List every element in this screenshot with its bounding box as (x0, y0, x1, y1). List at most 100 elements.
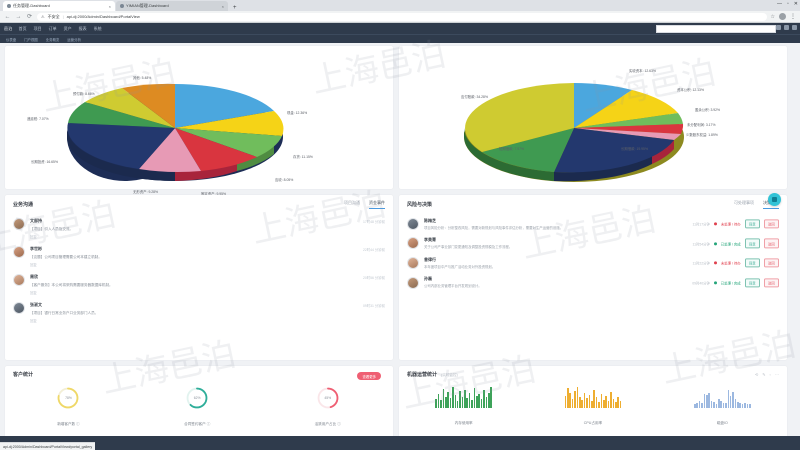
pie-label-5: 长期借款: 19.95% (621, 147, 648, 151)
subnav-item-2[interactable]: 业务概览 (45, 37, 60, 42)
avatar (407, 237, 419, 250)
approve-button[interactable]: 同意 (744, 258, 760, 268)
reload-icon[interactable]: ⟳ (26, 14, 33, 20)
reject-button[interactable]: 驳回 (763, 258, 779, 268)
spark-bar (727, 390, 730, 408)
info-icon[interactable]: ⓘ (76, 422, 80, 426)
nav-link-0[interactable]: 首页 (18, 25, 27, 31)
back-icon[interactable]: ← (4, 13, 11, 20)
spark-bar (605, 395, 607, 408)
approve-button[interactable]: 同意 (744, 219, 760, 229)
gauge-contract-customers[interactable]: 62% 合同签约客户 ⓘ (184, 387, 210, 430)
spark-bar (464, 389, 466, 408)
list-item-time: 20时56 分钟前 (362, 276, 385, 281)
browser-toolbar: ← → ⟳ ⚠ 不安全 | api-dj:2000/Admin/Dashboar… (0, 11, 800, 23)
avatar (13, 274, 25, 287)
browser-tab-1[interactable]: YIMIAN管理-Dashboard × (116, 1, 228, 11)
list-item-reply[interactable]: 回复 (30, 235, 37, 240)
spark-bar (703, 393, 706, 408)
approve-button[interactable]: 同意 (744, 238, 760, 249)
spark-bar (713, 402, 715, 408)
gauge-value: 78% (65, 396, 72, 400)
pie-label-4: 少数股东权益: 1.89% (686, 133, 718, 137)
search-input[interactable] (656, 24, 776, 33)
list-item[interactable]: 周欣 【客户服务】本公司将采购需要服务器数据库机制。 回复 20时56 分钟前 (13, 270, 385, 298)
view-more-badge[interactable]: 查看更多 (357, 372, 381, 380)
tab-project-comm[interactable]: 项目沟通 (344, 200, 360, 205)
table-row[interactable]: 李美菁 关于公司产事业部门变更通知及调整投资规模及工作流程。 11时54分钟 已… (407, 234, 779, 254)
spark-bar (483, 390, 485, 408)
info-icon[interactable]: ⓘ (337, 422, 341, 426)
tab-fund-events[interactable]: 资金事件 (369, 200, 385, 209)
gauge-active-users[interactable]: 45% 活跃用户占比 ⓘ (315, 387, 341, 430)
browser-tab-0[interactable]: 任务管理-Dashboard × (3, 1, 115, 11)
nav-link-5[interactable]: 系统 (93, 25, 102, 31)
list-item-reply[interactable]: 回复 (30, 319, 37, 324)
spark-bar (466, 397, 469, 408)
spark-bar (694, 404, 696, 408)
subnav-item-3[interactable]: 运营分析 (67, 37, 81, 42)
page-title: 风险与决策 (407, 202, 433, 208)
nav-link-4[interactable]: 报表 (78, 25, 87, 31)
expand-icon[interactable]: ▫ (769, 372, 771, 377)
info-icon[interactable]: ⓘ (206, 422, 211, 426)
close-window-icon[interactable]: ✕ (793, 1, 798, 7)
reject-button[interactable]: 驳回 (763, 238, 779, 249)
page-title: 机器运营统计 (实时监控) (407, 372, 458, 378)
minimize-icon[interactable]: — (777, 1, 783, 7)
spark-label: 内存使用率 (454, 421, 473, 425)
nav-link-2[interactable]: 订单 (48, 25, 57, 31)
spark-bar (583, 392, 586, 408)
pie-label-7: 预付款: 8.66% (73, 92, 95, 96)
row-meta: 11时17分钟 未处理 / 待办 同意 驳回 (692, 219, 779, 229)
favicon-icon (120, 4, 124, 8)
list-item-text: 【项目】引入人员及交流。 (30, 226, 74, 231)
list-item-reply[interactable]: 回复 (30, 263, 37, 268)
avatar (13, 302, 25, 315)
decisions-card: 风险与决策 可处理事项 决策审批 陈梅芝 项目风险分析：分析整改风险，需要对新规… (399, 195, 787, 360)
avatar[interactable] (779, 13, 786, 20)
tab-pending-items[interactable]: 可处理事项 (734, 200, 754, 205)
subnav-item-0[interactable]: 仪表盘 (6, 37, 17, 42)
close-icon[interactable]: × (221, 3, 224, 9)
subnav-item-1[interactable]: 门户视图 (24, 37, 38, 42)
forward-icon[interactable]: → (15, 13, 22, 20)
reject-button[interactable]: 驳回 (763, 277, 779, 288)
refresh-icon[interactable]: ⟲ (754, 372, 759, 377)
approve-button[interactable]: 同意 (744, 277, 760, 288)
nav-link-1[interactable]: 项目 (33, 25, 42, 31)
close-icon[interactable]: × (108, 3, 111, 9)
spark-bar (447, 392, 449, 408)
compose-fab-button[interactable] (768, 193, 781, 206)
reject-button[interactable]: 驳回 (763, 219, 779, 229)
list-item-time: 17时48 分钟前 (362, 220, 385, 224)
spark-disk[interactable]: 磁盘IO (694, 386, 751, 429)
status-badge: 已处理 / 完成 (720, 241, 741, 246)
new-tab-button[interactable]: + (233, 5, 237, 11)
row-text: 本年度项目中产与推广活动业务对外投资规划。 (424, 264, 496, 269)
table-row[interactable]: 孙磊 公司内部业务管理平台开发规划设计。 09时40分钟 已处理 / 完成 同意… (407, 273, 779, 293)
bell-icon[interactable] (776, 25, 781, 30)
table-row[interactable]: 曾律行 本年度项目中产与推广活动业务对外投资规划。 11时22分钟 未处理 / … (407, 253, 779, 273)
list-item[interactable]: 文部持 【项目】引入人员及交流。 回复 17时48 分钟前 (13, 214, 385, 242)
bookmark-star-icon[interactable]: ☆ (770, 13, 775, 20)
list-item-reply[interactable]: 回复 (30, 291, 37, 296)
message-icon[interactable] (784, 25, 789, 30)
edit-icon[interactable]: ✎ (762, 372, 766, 377)
pie-label-4: 无形资产: 9.28% (133, 190, 159, 194)
more-icon[interactable]: ⋮ (790, 14, 796, 20)
maximize-icon[interactable]: ▫ (787, 1, 789, 7)
security-label: 不安全 (47, 13, 60, 19)
nav-link-3[interactable]: 资产 (63, 25, 72, 31)
list-item[interactable]: 李世彬 【议题】公司项目管理需要公司本建立机制。 回复 22时44 分钟前 (13, 242, 385, 270)
avatar (13, 218, 25, 230)
gauge-new-customers[interactable]: 78% 新增客户数 ⓘ (57, 387, 80, 430)
more-icon[interactable]: ⋯ (775, 372, 779, 377)
spark-bar (717, 398, 720, 408)
address-bar[interactable]: ⚠ 不安全 | api-dj:2000/Admin/Dashboard/Port… (37, 12, 767, 21)
spark-cpu[interactable]: CPU占用率 (564, 386, 622, 429)
table-row[interactable]: 陈梅芝 项目风险分析：分析整改风险，需要对新规划与风险事件评估分析，需要对生产运… (407, 214, 779, 234)
user-icon[interactable] (792, 25, 797, 30)
list-item[interactable]: 张淑文 【项目】银行日常业务户口业务部门人员。 回复 09时31 分钟前 (13, 298, 385, 326)
spark-memory[interactable]: 内存使用率 (435, 386, 492, 429)
